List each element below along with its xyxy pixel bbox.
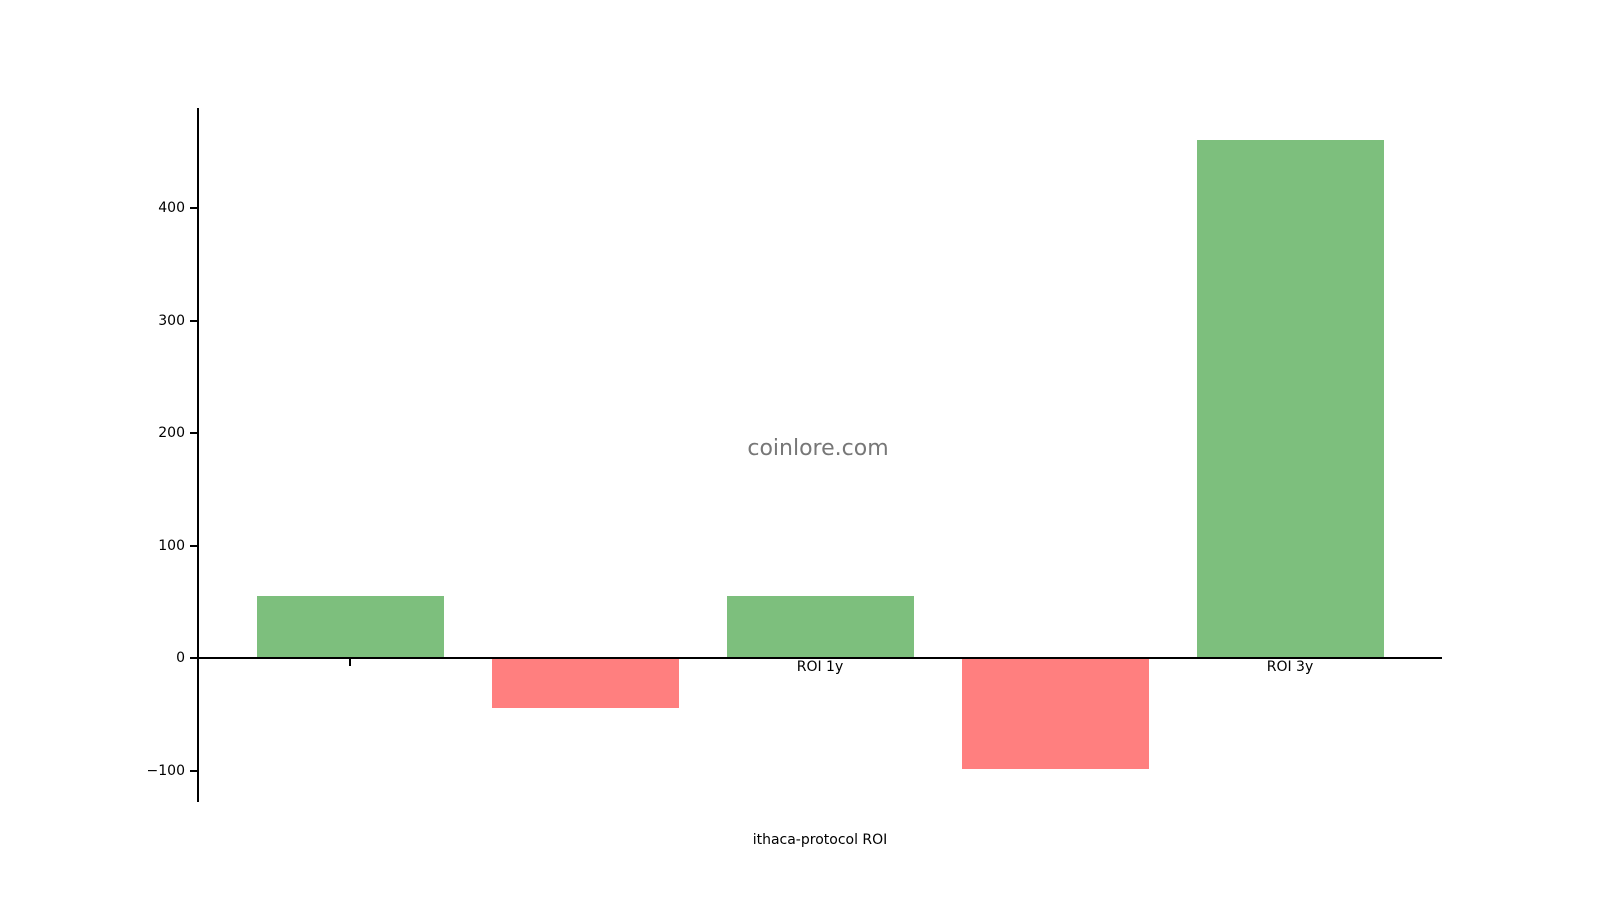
y-tick-mark	[190, 657, 197, 660]
y-tick-mark	[190, 769, 197, 772]
y-tick-label: −100	[146, 762, 185, 779]
y-tick-mark	[190, 319, 197, 322]
bar-positive	[256, 596, 444, 659]
bar-negative	[491, 658, 679, 708]
x-tick-label: ROI 1y	[796, 659, 844, 675]
x-axis-zero-line	[197, 657, 1442, 659]
y-tick-label: 0	[176, 650, 185, 667]
watermark-text: coinlore.com	[747, 436, 889, 461]
y-axis-spine	[197, 108, 199, 802]
y-tick-label: 200	[158, 425, 185, 442]
bar-positive	[726, 596, 914, 659]
y-tick-mark	[190, 544, 197, 547]
x-tick-label: ROI 3y	[1266, 659, 1314, 675]
y-tick-mark	[190, 432, 197, 435]
y-tick-label: 300	[158, 312, 185, 329]
chart-title: ithaca-protocol ROI	[752, 832, 888, 848]
bar-negative	[961, 658, 1149, 769]
bar-positive	[1196, 139, 1384, 659]
y-tick-label: 400	[158, 200, 185, 217]
x-tick-mark	[349, 658, 351, 666]
y-tick-label: 100	[158, 537, 185, 554]
y-tick-mark	[190, 207, 197, 210]
